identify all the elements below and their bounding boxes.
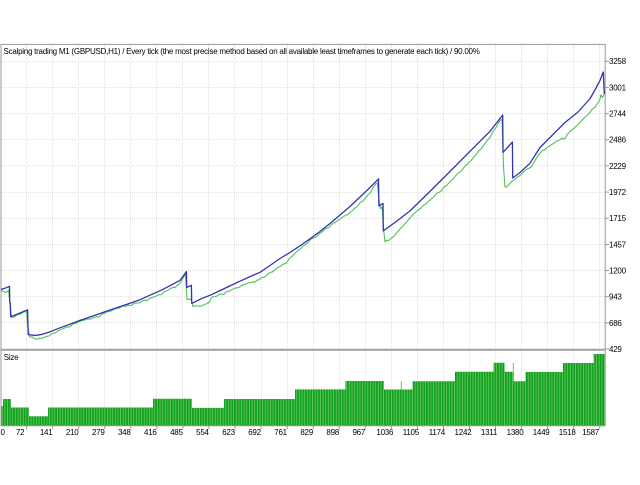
svg-text:210: 210 [66, 428, 79, 437]
svg-text:72: 72 [16, 428, 25, 437]
svg-text:485: 485 [170, 428, 183, 437]
svg-text:829: 829 [300, 428, 313, 437]
svg-text:1200: 1200 [609, 266, 627, 275]
svg-text:Size: Size [4, 353, 19, 362]
svg-text:1380: 1380 [507, 428, 525, 437]
svg-text:1036: 1036 [376, 428, 394, 437]
svg-text:429: 429 [609, 345, 622, 354]
svg-text:1449: 1449 [533, 428, 551, 437]
svg-text:2229: 2229 [609, 162, 627, 171]
svg-text:279: 279 [92, 428, 105, 437]
svg-text:1311: 1311 [481, 428, 498, 437]
svg-text:554: 554 [196, 428, 209, 437]
svg-text:761: 761 [274, 428, 287, 437]
svg-text:1105: 1105 [403, 428, 420, 437]
svg-text:943: 943 [609, 293, 622, 302]
svg-text:1174: 1174 [429, 428, 446, 437]
svg-text:1972: 1972 [609, 188, 627, 197]
svg-text:1242: 1242 [455, 428, 473, 437]
svg-text:2744: 2744 [609, 110, 627, 119]
svg-text:686: 686 [609, 319, 622, 328]
svg-text:1715: 1715 [609, 214, 627, 223]
svg-text:1518: 1518 [559, 428, 577, 437]
svg-text:898: 898 [326, 428, 339, 437]
svg-text:0: 0 [1, 428, 6, 437]
svg-text:3001: 3001 [609, 83, 627, 92]
svg-text:2486: 2486 [609, 136, 627, 145]
svg-text:Scalping trading M1 (GBPUSD,H1: Scalping trading M1 (GBPUSD,H1) / Every … [4, 47, 480, 56]
svg-text:967: 967 [352, 428, 365, 437]
svg-text:1587: 1587 [582, 428, 600, 437]
svg-text:623: 623 [222, 428, 235, 437]
svg-text:3258: 3258 [609, 57, 627, 66]
svg-text:141: 141 [40, 428, 53, 437]
svg-text:416: 416 [144, 428, 157, 437]
svg-text:1457: 1457 [609, 240, 627, 249]
svg-text:692: 692 [248, 428, 261, 437]
svg-text:348: 348 [118, 428, 131, 437]
